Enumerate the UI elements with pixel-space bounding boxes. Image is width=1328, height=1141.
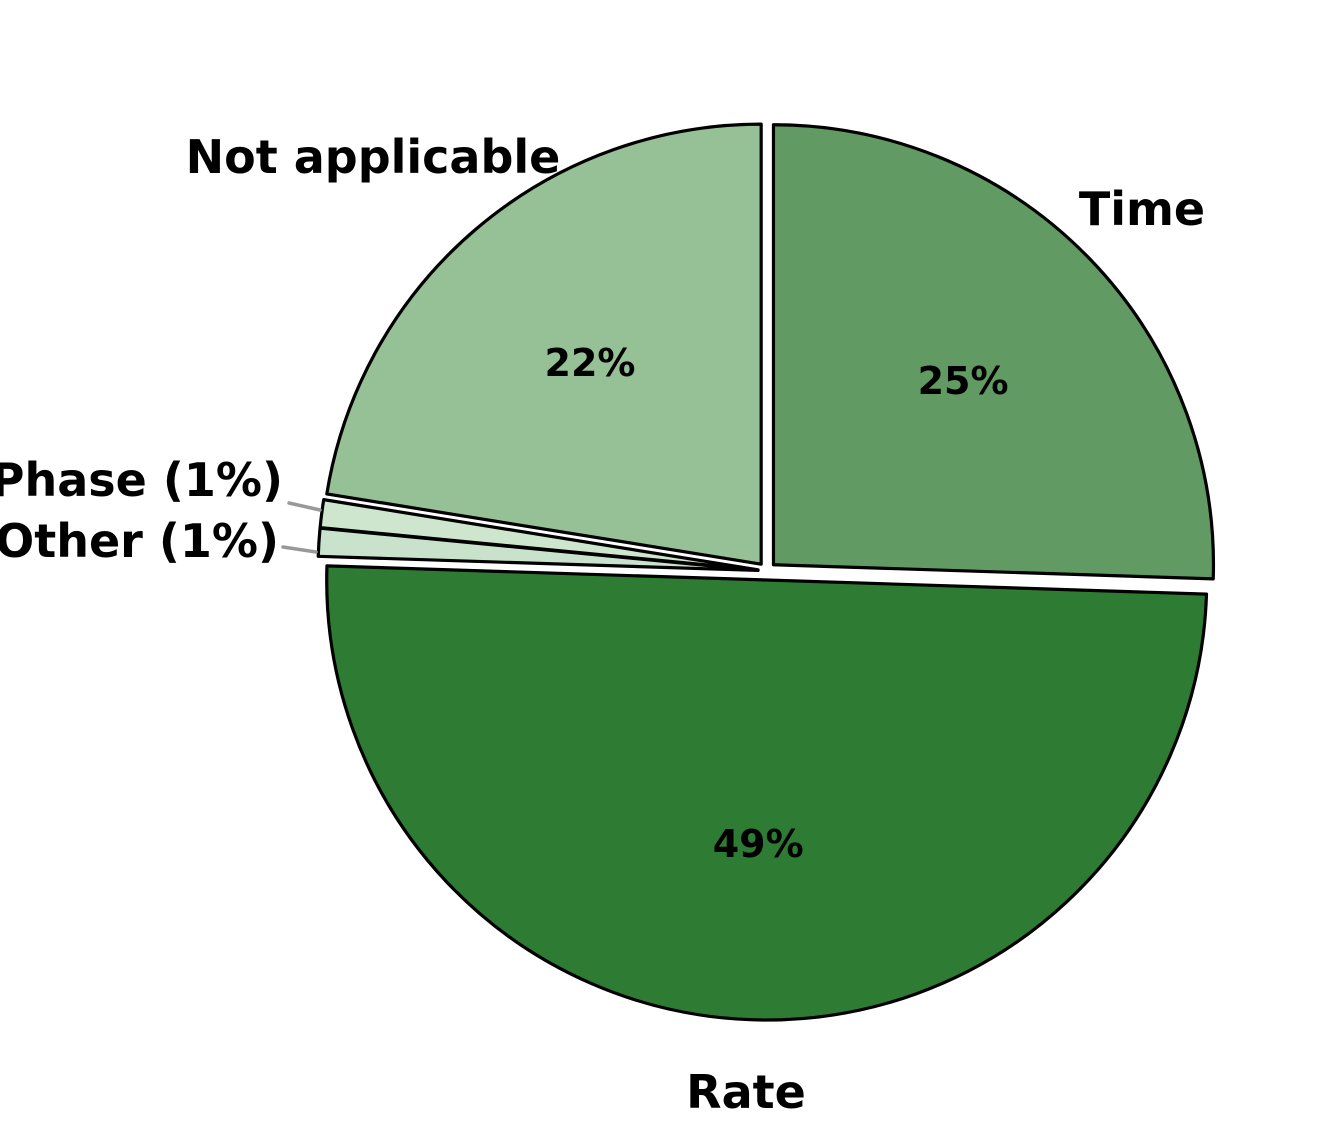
pie-slice-time xyxy=(771,123,1216,581)
pie-slice-phase-1 xyxy=(318,498,760,572)
slice-label-phase-1: Phase (1%) xyxy=(0,453,283,507)
leader-line-other-1 xyxy=(281,545,318,554)
leader-line-phase-1 xyxy=(287,501,322,512)
slice-label-rate: Rate xyxy=(686,1065,806,1119)
slice-percent-rate: 49% xyxy=(713,822,804,866)
slice-label-other-1: Other (1%) xyxy=(0,514,279,568)
slice-percent-time: 25% xyxy=(918,359,1009,403)
pie-slice-rate xyxy=(325,564,1209,1022)
pie-slice-not-applicable xyxy=(325,122,763,566)
slice-percent-not-applicable: 22% xyxy=(545,341,636,385)
slice-label-not-applicable: Not applicable xyxy=(186,130,561,184)
slice-label-time: Time xyxy=(1079,182,1205,236)
